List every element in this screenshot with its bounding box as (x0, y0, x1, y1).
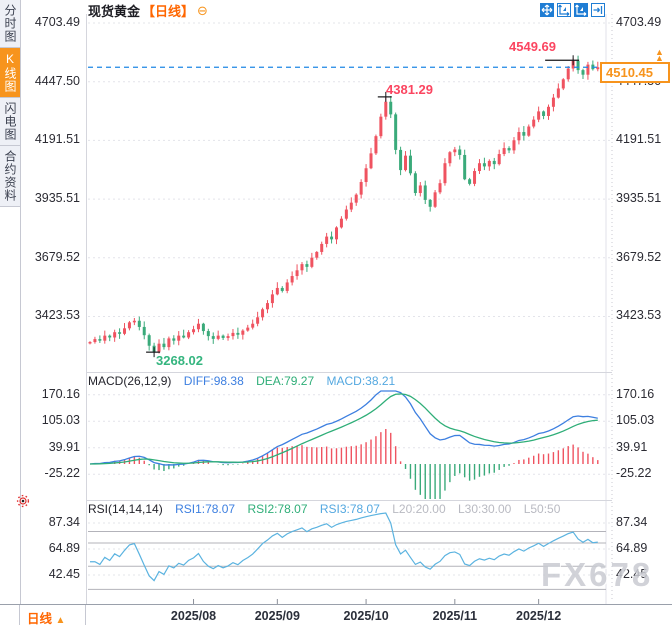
exit-right-icon[interactable] (591, 3, 605, 17)
sidebar-tab-kline[interactable]: K线图 (0, 48, 20, 98)
axis-tick-label: 64.89 (616, 540, 648, 555)
rsi2-value: RSI2:78.07 (247, 502, 308, 516)
axis-tick-label: 3679.52 (34, 249, 80, 264)
axis-tick-label: 4703.49 (34, 15, 80, 29)
x-axis-label: 2025/11 (432, 609, 478, 623)
triangle-up-icon: ▲ (55, 615, 66, 626)
rsi-title: RSI(14,14,14) (88, 502, 163, 516)
axis-tick-label: 87.34 (616, 515, 648, 529)
axis-tick-label: 39.91 (48, 439, 80, 454)
peak-price-label: 4381.29 (386, 82, 433, 97)
axis-tick-label: -25.22 (616, 466, 652, 481)
axis-tick-label: 4191.51 (34, 132, 80, 147)
sidebar-tab-contract-info[interactable]: 合约资料 (0, 146, 20, 207)
high-price-label: 4549.69 (509, 39, 556, 54)
chart-toolbar (540, 3, 605, 17)
current-price-box: 4510.45 (600, 62, 670, 83)
x-axis-label: 2025/08 (170, 609, 217, 623)
collapse-icon[interactable]: ⊖ (197, 2, 208, 18)
axis-tick-label: 87.34 (48, 515, 80, 529)
move-icon[interactable] (540, 3, 554, 17)
sidebar-tab-timeline[interactable]: 分时图 (0, 0, 20, 48)
macd-diff-value: DIFF:98.38 (183, 374, 244, 388)
rsi1-value: RSI1:78.07 (175, 502, 236, 516)
axis-tick-label: 105.03 (41, 413, 80, 428)
watermark: FX678 (541, 556, 654, 593)
macd-hist-value: MACD:38.21 (326, 374, 396, 388)
divider (85, 605, 86, 625)
axis-tick-label: 3423.53 (616, 308, 662, 323)
macd-title: MACD(26,12,9) (88, 374, 172, 388)
axis-tick-label: -25.22 (44, 466, 80, 481)
macd-dea-value: DEA:79.27 (256, 374, 315, 388)
period-button-label: 日线 (27, 612, 53, 626)
axis-tick-label: 3423.53 (34, 308, 80, 323)
axis-tick-label: 4703.49 (616, 15, 662, 29)
period-button[interactable]: 日线 ▲ (27, 608, 65, 627)
axis-tick-label: 170.16 (41, 386, 80, 401)
axis-tick-label: 105.03 (616, 413, 655, 428)
axis-tick-label: 3935.51 (616, 191, 662, 206)
scale-y-axis-icon[interactable] (574, 3, 588, 17)
axis-tick-label: 4191.51 (616, 132, 662, 147)
rsi-legend: RSI(14,14,14) RSI1:78.07 RSI2:78.07 RSI3… (88, 502, 569, 516)
symbol-name: 现货黄金 (88, 4, 141, 19)
sidebar-tab-lightning[interactable]: 闪电图 (0, 98, 20, 146)
rsi3-value: RSI3:78.07 (319, 502, 380, 516)
axis-tick-label: 42.45 (616, 566, 648, 581)
rsi-l20-value: L20:20.00 (392, 502, 446, 516)
sidebar: 分时图 K线图 闪电图 合约资料 (0, 0, 21, 624)
rsi-l30-value: L30:30.00 (457, 502, 512, 516)
low-price-label: 3268.02 (156, 353, 203, 368)
axis-tick-label: 39.91 (616, 439, 648, 454)
axis-tick-label: 42.45 (48, 566, 80, 581)
axis-tick-label: 64.89 (48, 540, 80, 555)
chart-title: 现货黄金 【日线】 ⊖ (88, 1, 208, 20)
x-axis-bar: 日线 ▲ 2025/08 2025/09 2025/10 2025/11 2025/12 (0, 604, 672, 627)
x-axis-label: 2025/09 (254, 609, 300, 623)
x-axis-label: 2025/12 (516, 609, 562, 623)
scale-x-axis-icon[interactable] (557, 3, 571, 17)
x-axis-label: 2025/10 (343, 609, 389, 623)
macd-legend: MACD(26,12,9) DIFF:98.38 DEA:79.27 MACD:… (88, 374, 404, 388)
rsi-l50-value: L50:50 (523, 502, 561, 516)
axis-tick-label: 4447.50 (34, 73, 80, 88)
axis-tick-label: 170.16 (616, 386, 655, 401)
divider (19, 605, 20, 625)
axis-tick-label: 3679.52 (616, 249, 662, 264)
period-tag: 【日线】 (142, 4, 195, 19)
indicator-settings-icon[interactable] (16, 494, 30, 508)
axis-tick-label: 3935.51 (34, 191, 80, 206)
price-up-arrows-icon: ▲ ▲ (655, 47, 664, 63)
